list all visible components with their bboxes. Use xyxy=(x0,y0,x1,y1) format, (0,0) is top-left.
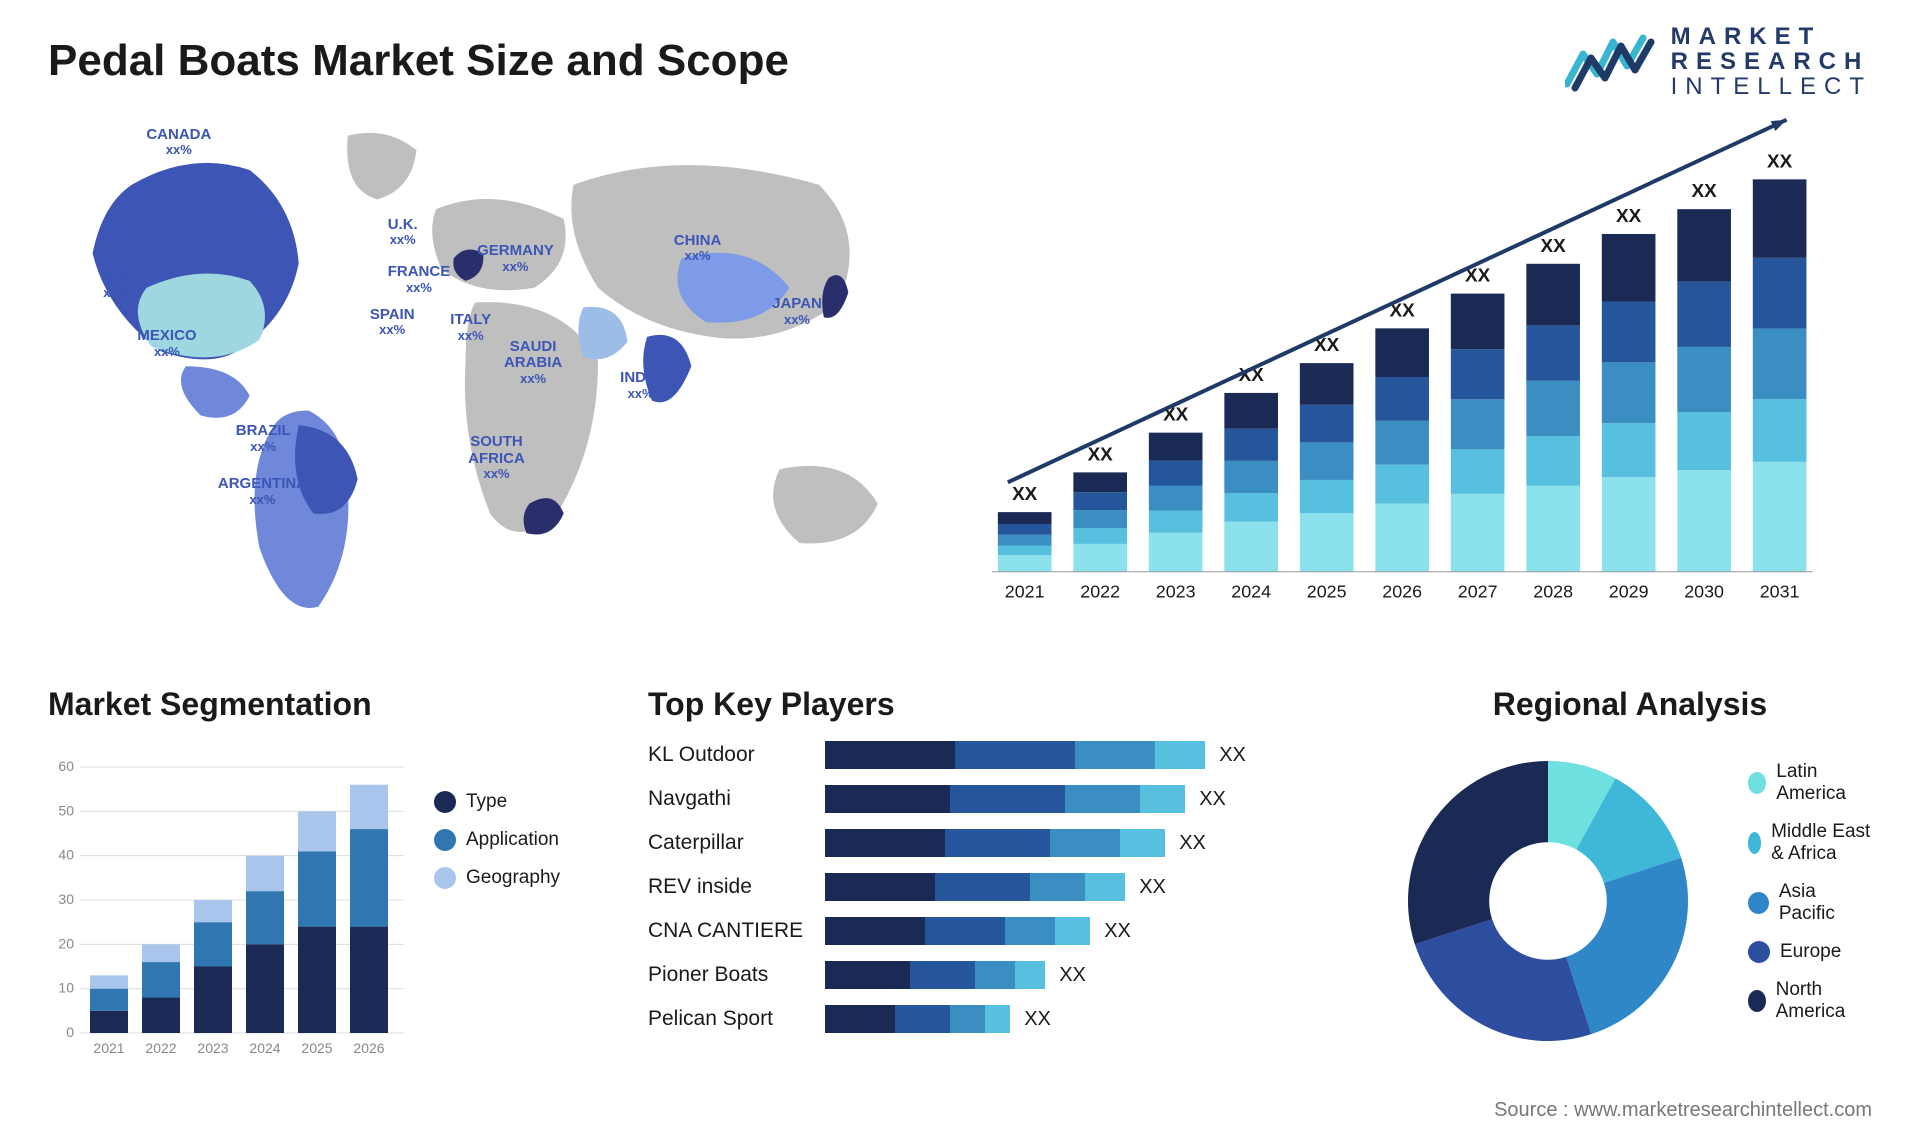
legend-item: North America xyxy=(1748,979,1872,1023)
map-label: MEXICOxx% xyxy=(137,328,196,359)
player-row: XX xyxy=(825,961,1246,989)
map-greenland xyxy=(347,133,416,200)
svg-text:40: 40 xyxy=(58,847,74,863)
player-name: KL Outdoor xyxy=(648,741,803,769)
map-label: ITALYxx% xyxy=(450,312,491,343)
svg-text:2030: 2030 xyxy=(1684,582,1724,602)
regional-title: Regional Analysis xyxy=(1388,686,1872,723)
segmentation-title: Market Segmentation xyxy=(48,686,608,723)
map-label: BRAZILxx% xyxy=(236,423,291,454)
segmentation-panel: Market Segmentation 0 10 20 30 40 50 60 2021 202… xyxy=(48,686,608,1076)
player-name: Pioner Boats xyxy=(648,961,803,989)
svg-text:2031: 2031 xyxy=(1760,582,1800,602)
brand-logo: MARKET RESEARCH INTELLECT xyxy=(1565,24,1872,100)
player-row: XX xyxy=(825,873,1246,901)
donut-svg xyxy=(1388,741,1708,1061)
svg-text:XX: XX xyxy=(1541,235,1567,256)
svg-text:2029: 2029 xyxy=(1609,582,1649,602)
logo-line1: MARKET xyxy=(1671,23,1822,50)
map-me xyxy=(578,307,627,359)
map-safr xyxy=(524,498,564,534)
legend-item: Geography xyxy=(434,867,560,889)
svg-text:2021: 2021 xyxy=(93,1040,124,1056)
key-players-panel: Top Key Players KL Outdoor Navgathi Caterp… xyxy=(648,686,1348,1076)
player-row: XX xyxy=(825,1005,1246,1033)
player-name: Caterpillar xyxy=(648,829,803,857)
svg-text:50: 50 xyxy=(58,802,74,818)
legend-item: Asia Pacific xyxy=(1748,881,1872,925)
logo-icon xyxy=(1565,32,1657,92)
map-label: SOUTHAFRICAxx% xyxy=(468,434,525,481)
growth-chart-svg: XX2021XX2022XX2023XX2024XX2025XX2026XX20… xyxy=(978,116,1872,646)
world-map-svg xyxy=(48,116,942,646)
key-players-bars: XX XX XX XX XX XX XX xyxy=(825,741,1246,1033)
segmentation-legend: Type Application Geography xyxy=(434,791,560,1081)
svg-text:2026: 2026 xyxy=(353,1040,384,1056)
svg-text:2021: 2021 xyxy=(1005,582,1045,602)
player-row: XX xyxy=(825,829,1246,857)
svg-text:2023: 2023 xyxy=(1156,582,1196,602)
svg-text:20: 20 xyxy=(58,935,74,951)
growth-chart: XX2021XX2022XX2023XX2024XX2025XX2026XX20… xyxy=(978,116,1872,646)
svg-text:2025: 2025 xyxy=(301,1040,332,1056)
logo-line2: RESEARCH xyxy=(1671,48,1870,75)
map-label: INDIAxx% xyxy=(620,370,661,401)
map-label: U.K.xx% xyxy=(388,217,418,248)
player-row: XX xyxy=(825,785,1246,813)
legend-item: Latin America xyxy=(1748,761,1872,805)
svg-text:30: 30 xyxy=(58,891,74,907)
segmentation-chart: 0 10 20 30 40 50 60 2021 2022 2023 2024 2025 2026 xyxy=(48,741,408,1081)
svg-text:XX: XX xyxy=(1692,180,1718,201)
legend-item: Application xyxy=(434,829,560,851)
player-name: Navgathi xyxy=(648,785,803,813)
map-label: FRANCExx% xyxy=(388,264,451,295)
svg-text:XX: XX xyxy=(1088,443,1114,464)
world-map: CANADAxx% U.S.xx%MEXICOxx% BRAZILxx% ARGENT… xyxy=(48,116,942,646)
svg-text:2027: 2027 xyxy=(1458,582,1498,602)
svg-text:XX: XX xyxy=(1616,205,1642,226)
svg-text:2025: 2025 xyxy=(1307,582,1347,602)
map-label: SPAINxx% xyxy=(370,307,415,338)
logo-line3: INTELLECT xyxy=(1671,73,1872,100)
regional-donut xyxy=(1388,741,1708,1061)
svg-text:2028: 2028 xyxy=(1533,582,1573,602)
map-label: JAPANxx% xyxy=(772,296,822,327)
player-row: XX xyxy=(825,917,1246,945)
svg-text:2026: 2026 xyxy=(1382,582,1422,602)
regional-legend: Latin America Middle East & Africa Asia Pa… xyxy=(1748,761,1872,1061)
map-aus xyxy=(773,466,878,543)
key-players-title: Top Key Players xyxy=(648,686,1348,723)
svg-text:2022: 2022 xyxy=(1080,582,1120,602)
player-name: Pelican Sport xyxy=(648,1005,803,1033)
map-mex xyxy=(181,366,250,418)
map-label: CHINAxx% xyxy=(674,233,722,264)
legend-item: Middle East & Africa xyxy=(1748,821,1872,865)
regional-panel: Regional Analysis Latin America Middle Ea… xyxy=(1388,686,1872,1076)
map-label: U.S.xx% xyxy=(102,270,131,301)
svg-text:2023: 2023 xyxy=(197,1040,228,1056)
svg-text:0: 0 xyxy=(66,1024,74,1040)
map-label: GERMANYxx% xyxy=(477,243,554,274)
map-label: SAUDIARABIAxx% xyxy=(504,339,562,386)
player-name: CNA CANTIERE xyxy=(648,917,803,945)
svg-text:XX: XX xyxy=(1767,150,1793,171)
legend-item: Europe xyxy=(1748,941,1872,963)
svg-text:2024: 2024 xyxy=(1231,582,1271,602)
svg-text:XX: XX xyxy=(1012,483,1038,504)
player-name: REV inside xyxy=(648,873,803,901)
svg-text:2024: 2024 xyxy=(249,1040,280,1056)
svg-text:10: 10 xyxy=(58,980,74,996)
map-label: ARGENTINAxx% xyxy=(218,476,307,507)
key-players-names: KL Outdoor Navgathi Caterpillar REV inside C… xyxy=(648,741,803,1033)
svg-text:60: 60 xyxy=(58,758,74,774)
source-text: Source : www.marketresearchintellect.com xyxy=(1494,1099,1872,1122)
player-row: XX xyxy=(825,741,1246,769)
legend-item: Type xyxy=(434,791,560,813)
svg-text:2022: 2022 xyxy=(145,1040,176,1056)
map-label: CANADAxx% xyxy=(146,127,211,158)
